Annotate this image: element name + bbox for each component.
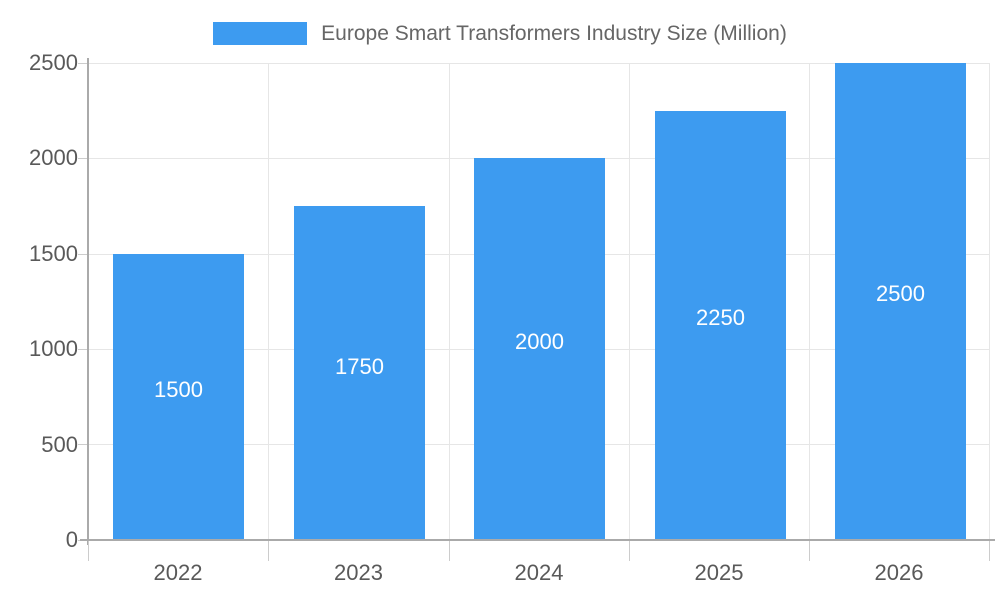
- y-tick-label-1500: 1500: [29, 241, 78, 266]
- gridline-vertical-2: [449, 63, 450, 540]
- bar-value-2023: 1750: [335, 354, 384, 379]
- x-axis-line: [80, 539, 995, 541]
- x-tick-mark-5: [989, 541, 990, 561]
- plot-area: 1500 1750 2000 2250 2500: [88, 63, 990, 540]
- y-tick-mark-1000: [78, 349, 88, 350]
- bar-2025[interactable]: 2250: [655, 111, 786, 540]
- x-tick-mark-1: [268, 541, 269, 561]
- y-tick-label-500: 500: [41, 432, 78, 457]
- gridline-vertical-4: [809, 63, 810, 540]
- x-tick-mark-0: [88, 541, 89, 561]
- legend-color-swatch: [213, 21, 308, 45]
- y-tick-label-2000: 2000: [29, 145, 78, 170]
- x-tick-label-2026: 2026: [874, 560, 924, 585]
- y-tick-label-0: 0: [65, 527, 78, 552]
- legend-label: Europe Smart Transformers Industry Size …: [321, 21, 787, 45]
- gridline-vertical-0: [88, 63, 89, 540]
- y-tick-mark-1500: [78, 254, 88, 255]
- bar-2024[interactable]: 2000: [474, 158, 605, 540]
- bar-value-2022: 1500: [154, 377, 203, 402]
- y-axis-line: [87, 58, 89, 545]
- gridline-vertical-3: [629, 63, 630, 540]
- y-tick-mark-2500: [78, 63, 88, 64]
- y-tick-mark-2000: [78, 158, 88, 159]
- bar-2026[interactable]: 2500: [835, 63, 966, 540]
- x-tick-mark-2: [449, 541, 450, 561]
- bar-value-2025: 2250: [696, 305, 745, 330]
- gridline-vertical-5: [989, 63, 990, 540]
- x-tick-mark-4: [809, 541, 810, 561]
- bar-2022[interactable]: 1500: [113, 254, 244, 540]
- y-tick-label-2500: 2500: [29, 50, 78, 75]
- gridline-2500: [88, 63, 990, 64]
- y-tick-label-1000: 1000: [29, 336, 78, 361]
- gridline-vertical-1: [268, 63, 269, 540]
- x-tick-label-2025: 2025: [694, 560, 744, 585]
- x-tick-label-2022: 2022: [153, 560, 203, 585]
- bar-value-2026: 2500: [876, 281, 925, 306]
- x-tick-label-2024: 2024: [514, 560, 564, 585]
- bar-2023[interactable]: 1750: [294, 206, 425, 540]
- x-tick-label-2023: 2023: [334, 560, 383, 585]
- legend-item-0[interactable]: Europe Smart Transformers Industry Size …: [213, 21, 787, 45]
- x-tick-mark-3: [629, 541, 630, 561]
- y-tick-mark-500: [78, 444, 88, 445]
- chart-legend: Europe Smart Transformers Industry Size …: [0, 14, 1000, 52]
- bar-value-2024: 2000: [515, 329, 564, 354]
- y-tick-mark-0: [78, 540, 88, 541]
